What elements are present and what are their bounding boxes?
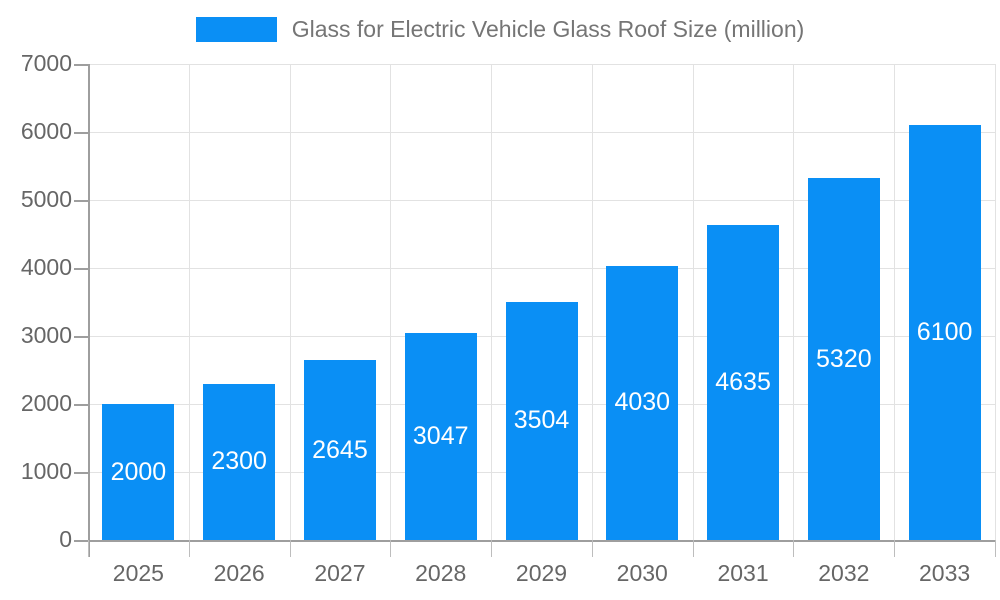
y-tick-label: 5000 [20, 186, 72, 212]
gridline-vertical [692, 64, 694, 540]
gridline-vertical [188, 64, 190, 540]
y-axis-tick [74, 268, 88, 270]
legend-item[interactable]: Glass for Electric Vehicle Glass Roof Si… [195, 16, 805, 43]
x-axis-tick [188, 540, 190, 557]
bar-value-label: 3047 [412, 421, 469, 450]
gridline-horizontal [88, 268, 995, 269]
x-tick-label: 2026 [213, 560, 265, 586]
bar-value-label: 5320 [816, 344, 872, 373]
y-tick-label: 4000 [20, 254, 72, 280]
gridline-vertical [894, 64, 896, 540]
bar-value-label: 4030 [614, 388, 671, 417]
gridline-vertical [995, 64, 996, 540]
x-tick-label: 2025 [112, 560, 164, 586]
bar-value-label: 2645 [312, 435, 368, 464]
y-axis-tick [74, 540, 88, 542]
y-axis-tick [74, 132, 88, 134]
bar-2033[interactable]: 6100 [908, 125, 981, 540]
y-axis-tick [74, 64, 88, 66]
x-axis-tick [88, 540, 89, 557]
gridline-vertical [289, 64, 291, 540]
bar-value-label: 4635 [715, 367, 771, 396]
legend-label: Glass for Electric Vehicle Glass Roof Si… [291, 16, 805, 42]
gridline-horizontal [88, 200, 995, 201]
x-axis-tick [591, 540, 593, 557]
x-tick-label: 2028 [415, 560, 467, 586]
gridline-horizontal [88, 64, 995, 65]
y-axis-tick [74, 472, 88, 474]
bar-2025[interactable]: 2000 [102, 404, 175, 540]
x-axis-tick [995, 540, 996, 557]
bar-value-label: 2300 [211, 447, 267, 476]
x-tick-label: 2032 [818, 560, 870, 586]
y-axis-tick [74, 336, 88, 338]
gridline-horizontal [88, 132, 995, 133]
gridline-vertical [491, 64, 493, 540]
x-axis-tick [793, 540, 795, 557]
x-axis-tick [692, 540, 694, 557]
gridline-vertical [390, 64, 392, 540]
bar-2032[interactable]: 5320 [807, 178, 880, 540]
x-axis-tick [390, 540, 392, 557]
y-tick-label: 6000 [20, 118, 72, 144]
bar-2031[interactable]: 4635 [707, 224, 780, 540]
y-tick-label: 2000 [20, 390, 72, 416]
legend: Glass for Electric Vehicle Glass Roof Si… [0, 16, 1000, 43]
x-tick-label: 2029 [515, 560, 568, 586]
y-axis-line [88, 64, 90, 557]
y-tick-label: 0 [59, 526, 72, 552]
bar-value-label: 3504 [513, 406, 570, 435]
bar-2030[interactable]: 4030 [606, 265, 679, 540]
bar-2026[interactable]: 2300 [203, 383, 276, 540]
x-axis-tick [894, 540, 896, 557]
plot-area: 2000 2300 2645 3047 3504 4030 4635 5320 6100 [88, 64, 996, 540]
gridline-vertical [793, 64, 795, 540]
bar-2027[interactable]: 2645 [303, 360, 376, 540]
x-tick-label: 2033 [919, 560, 971, 586]
x-tick-label: 2027 [314, 560, 366, 586]
y-tick-label: 1000 [20, 458, 72, 484]
y-tick-label: 7000 [20, 50, 72, 76]
y-tick-label: 3000 [20, 322, 72, 348]
x-axis-tick [491, 540, 493, 557]
legend-swatch-icon [195, 17, 277, 42]
gridline-vertical [591, 64, 593, 540]
x-tick-label: 2031 [717, 560, 769, 586]
bar-2029[interactable]: 3504 [505, 301, 578, 540]
x-axis-line [88, 540, 995, 542]
bar-2028[interactable]: 3047 [404, 332, 477, 540]
bar-value-label: 2000 [110, 457, 167, 486]
x-tick-label: 2030 [616, 560, 668, 586]
y-axis-tick [74, 404, 88, 406]
y-axis-tick [74, 200, 88, 202]
bar-value-label: 6100 [916, 318, 973, 347]
x-axis-tick [289, 540, 291, 557]
